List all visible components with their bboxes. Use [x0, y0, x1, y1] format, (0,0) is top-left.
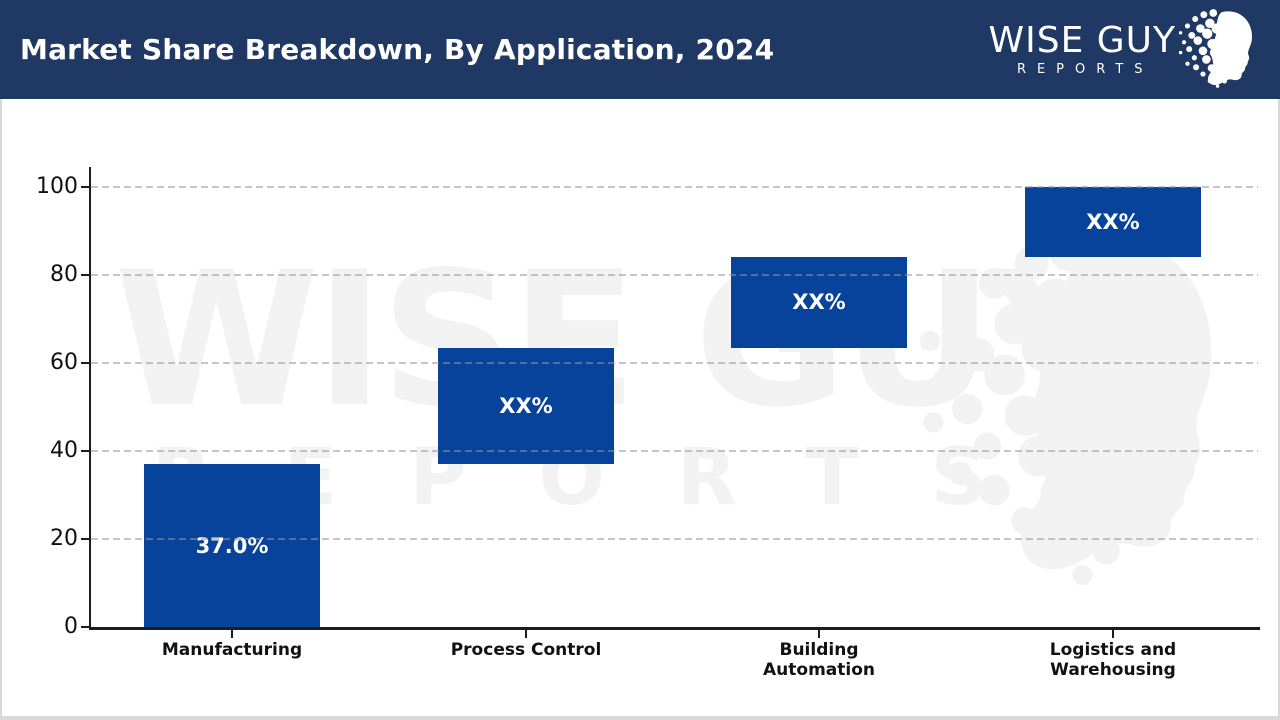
- x-tick-mark-4: [1112, 630, 1114, 638]
- x-category-label-1: Manufacturing: [112, 640, 352, 660]
- wiseguy-logo-text: WISE GUY REPORTS: [988, 20, 1177, 77]
- y-tick-mark-20: [81, 538, 89, 540]
- y-tick-mark-60: [81, 362, 89, 364]
- gridline-40: [91, 450, 1258, 452]
- gridline-60: [91, 362, 1258, 364]
- bar-value-label: XX%: [1086, 210, 1140, 235]
- x-category-label-line: Logistics and: [1049, 640, 1177, 660]
- x-category-label-2: Process Control: [406, 640, 646, 660]
- y-axis-line: [89, 167, 91, 629]
- x-tick-mark-2: [525, 630, 527, 638]
- x-category-label-line: Building: [779, 640, 859, 660]
- x-category-label-line: Manufacturing: [161, 640, 303, 660]
- x-category-label-line: Process Control: [450, 640, 602, 660]
- logo-subtitle: REPORTS: [1016, 62, 1154, 77]
- y-tick-label-20: 20: [50, 526, 78, 551]
- x-axis-line: [89, 627, 1260, 630]
- bar-value-label: XX%: [792, 290, 846, 315]
- y-tick-label-80: 80: [50, 262, 78, 287]
- x-category-label-4: Logistics and Warehousing: [993, 640, 1233, 680]
- y-tick-label-100: 100: [36, 174, 78, 199]
- x-tick-mark-1: [231, 630, 233, 638]
- bar-building-automation: XX%: [731, 257, 907, 348]
- y-tick-mark-100: [81, 186, 89, 188]
- x-category-label-line: Warehousing: [1050, 660, 1176, 680]
- y-tick-mark-80: [81, 274, 89, 276]
- chart-canvas: WISE GUY REPORTS 0 20 40 60 80 100 37.0% XX% XX%…: [0, 99, 1280, 720]
- bar-value-label: XX%: [499, 393, 553, 418]
- y-tick-label-0: 0: [64, 614, 78, 639]
- bar-value-label: 37.0%: [195, 533, 269, 558]
- y-tick-mark-40: [81, 450, 89, 452]
- logo-wordmark: WISE GUY: [988, 20, 1176, 61]
- bar-logistics-and-warehousing: XX%: [1025, 187, 1201, 258]
- watermark-head-icon: [919, 234, 1212, 586]
- x-tick-mark-3: [818, 630, 820, 638]
- wiseguy-logo: WISE GUY REPORTS: [989, 7, 1259, 93]
- y-tick-mark-0: [81, 626, 89, 628]
- header-bar: Market Share Breakdown, By Application, …: [0, 0, 1280, 99]
- page-title: Market Share Breakdown, By Application, …: [20, 33, 775, 66]
- bar-manufacturing: 37.0%: [144, 464, 320, 627]
- wiseguy-head-icon: [1178, 8, 1253, 88]
- y-tick-label-60: 60: [50, 350, 78, 375]
- bar-process-control: XX%: [438, 347, 614, 465]
- gridline-100: [91, 186, 1258, 188]
- y-tick-label-40: 40: [50, 438, 78, 463]
- gridline-80: [91, 274, 1258, 276]
- x-category-label-line: Automation: [763, 660, 875, 680]
- x-category-label-3: Building Automation: [699, 640, 939, 680]
- gridline-20: [91, 538, 1258, 540]
